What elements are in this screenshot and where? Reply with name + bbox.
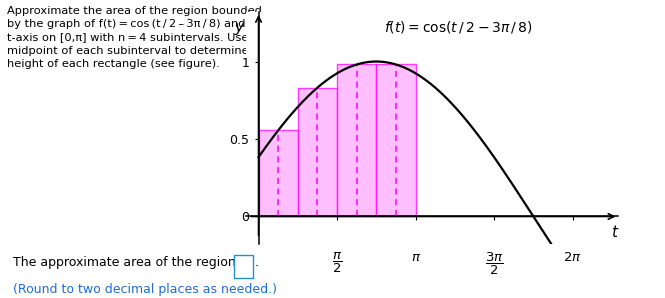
Text: $t$: $t$ — [611, 224, 619, 240]
Text: $y$: $y$ — [234, 21, 245, 37]
Text: $\dfrac{3\pi}{2}$: $\dfrac{3\pi}{2}$ — [485, 251, 503, 277]
Text: $\dfrac{\pi}{2}$: $\dfrac{\pi}{2}$ — [332, 251, 342, 275]
Text: $\pi$: $\pi$ — [410, 251, 421, 263]
Text: .: . — [255, 256, 259, 269]
FancyBboxPatch shape — [233, 255, 253, 278]
Bar — [298, 88, 337, 216]
Bar — [337, 64, 376, 216]
Text: $f(t) = \cos(t\,/\,2 - 3\pi\,/\,8)$: $f(t) = \cos(t\,/\,2 - 3\pi\,/\,8)$ — [384, 19, 532, 35]
Text: The approximate area of the region is: The approximate area of the region is — [13, 256, 253, 269]
Bar — [259, 131, 298, 216]
Text: (Round to two decimal places as needed.): (Round to two decimal places as needed.) — [13, 283, 277, 296]
Text: Approximate the area of the region bounded
by the graph of f(t) = cos (t / 2 – 3: Approximate the area of the region bound… — [7, 6, 271, 69]
Text: $2\pi$: $2\pi$ — [563, 251, 582, 263]
Bar — [376, 64, 416, 216]
